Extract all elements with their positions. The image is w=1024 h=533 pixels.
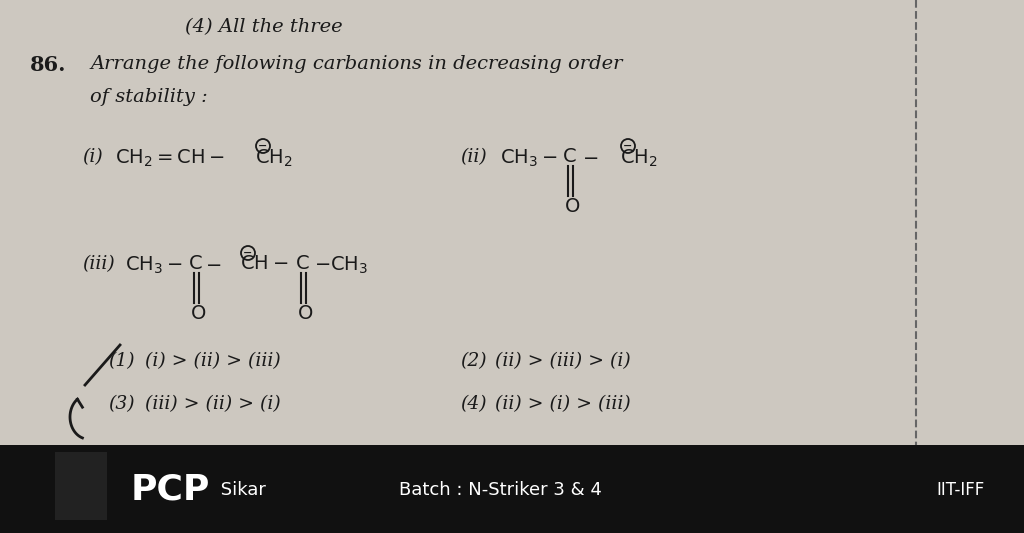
Text: $\mathrm{-}$: $\mathrm{-}$ xyxy=(205,255,221,273)
Text: (iii): (iii) xyxy=(82,255,115,273)
Text: of stability :: of stability : xyxy=(90,88,208,106)
Text: $\mathrm{CH_2}$: $\mathrm{CH_2}$ xyxy=(255,148,293,169)
Text: 86.: 86. xyxy=(30,55,67,75)
Text: Arrange the following carbanions in decreasing order: Arrange the following carbanions in decr… xyxy=(90,55,623,73)
FancyBboxPatch shape xyxy=(55,452,106,520)
Text: $\mathrm{O}$: $\mathrm{O}$ xyxy=(297,305,313,323)
Text: $\mathrm{-CH_3}$: $\mathrm{-CH_3}$ xyxy=(314,255,369,276)
Text: $\mathrm{CH_2}$: $\mathrm{CH_2}$ xyxy=(620,148,657,169)
Text: (ii) > (i) > (iii): (ii) > (i) > (iii) xyxy=(495,395,631,413)
Text: Batch : N-Striker 3 & 4: Batch : N-Striker 3 & 4 xyxy=(398,481,601,499)
Text: (4) All the three: (4) All the three xyxy=(185,18,343,36)
Text: $\mathrm{CH_3-}$: $\mathrm{CH_3-}$ xyxy=(500,148,558,169)
Text: (4): (4) xyxy=(460,395,486,413)
Text: −: − xyxy=(624,141,633,151)
Text: Sikar: Sikar xyxy=(215,481,266,499)
Text: PCP: PCP xyxy=(130,473,210,507)
Text: $\mathrm{C}$: $\mathrm{C}$ xyxy=(295,255,309,273)
Text: $\mathrm{CH_3-}$: $\mathrm{CH_3-}$ xyxy=(125,255,182,276)
Text: $\mathrm{O}$: $\mathrm{O}$ xyxy=(190,305,206,323)
Text: $\mathrm{CH_2=CH-}$: $\mathrm{CH_2=CH-}$ xyxy=(115,148,225,169)
Text: $\mathrm{C}$: $\mathrm{C}$ xyxy=(188,255,203,273)
Text: IIT-IFF: IIT-IFF xyxy=(936,481,984,499)
Text: $\mathrm{CH-}$: $\mathrm{CH-}$ xyxy=(240,255,289,273)
Text: $\mathrm{O}$: $\mathrm{O}$ xyxy=(564,198,581,216)
Text: (2): (2) xyxy=(460,352,486,370)
FancyBboxPatch shape xyxy=(0,445,1024,533)
Text: (ii): (ii) xyxy=(460,148,486,166)
Text: (3): (3) xyxy=(108,395,134,413)
Text: (i) > (ii) > (iii): (i) > (ii) > (iii) xyxy=(145,352,281,370)
Text: (1): (1) xyxy=(108,352,134,370)
Text: $\mathrm{-}$: $\mathrm{-}$ xyxy=(582,148,598,166)
Text: (iii) > (ii) > (i): (iii) > (ii) > (i) xyxy=(145,395,281,413)
Text: −: − xyxy=(258,141,267,151)
Text: (i): (i) xyxy=(82,148,102,166)
Text: (ii) > (iii) > (i): (ii) > (iii) > (i) xyxy=(495,352,631,370)
Text: $\mathrm{C}$: $\mathrm{C}$ xyxy=(562,148,577,166)
Text: −: − xyxy=(244,248,253,258)
